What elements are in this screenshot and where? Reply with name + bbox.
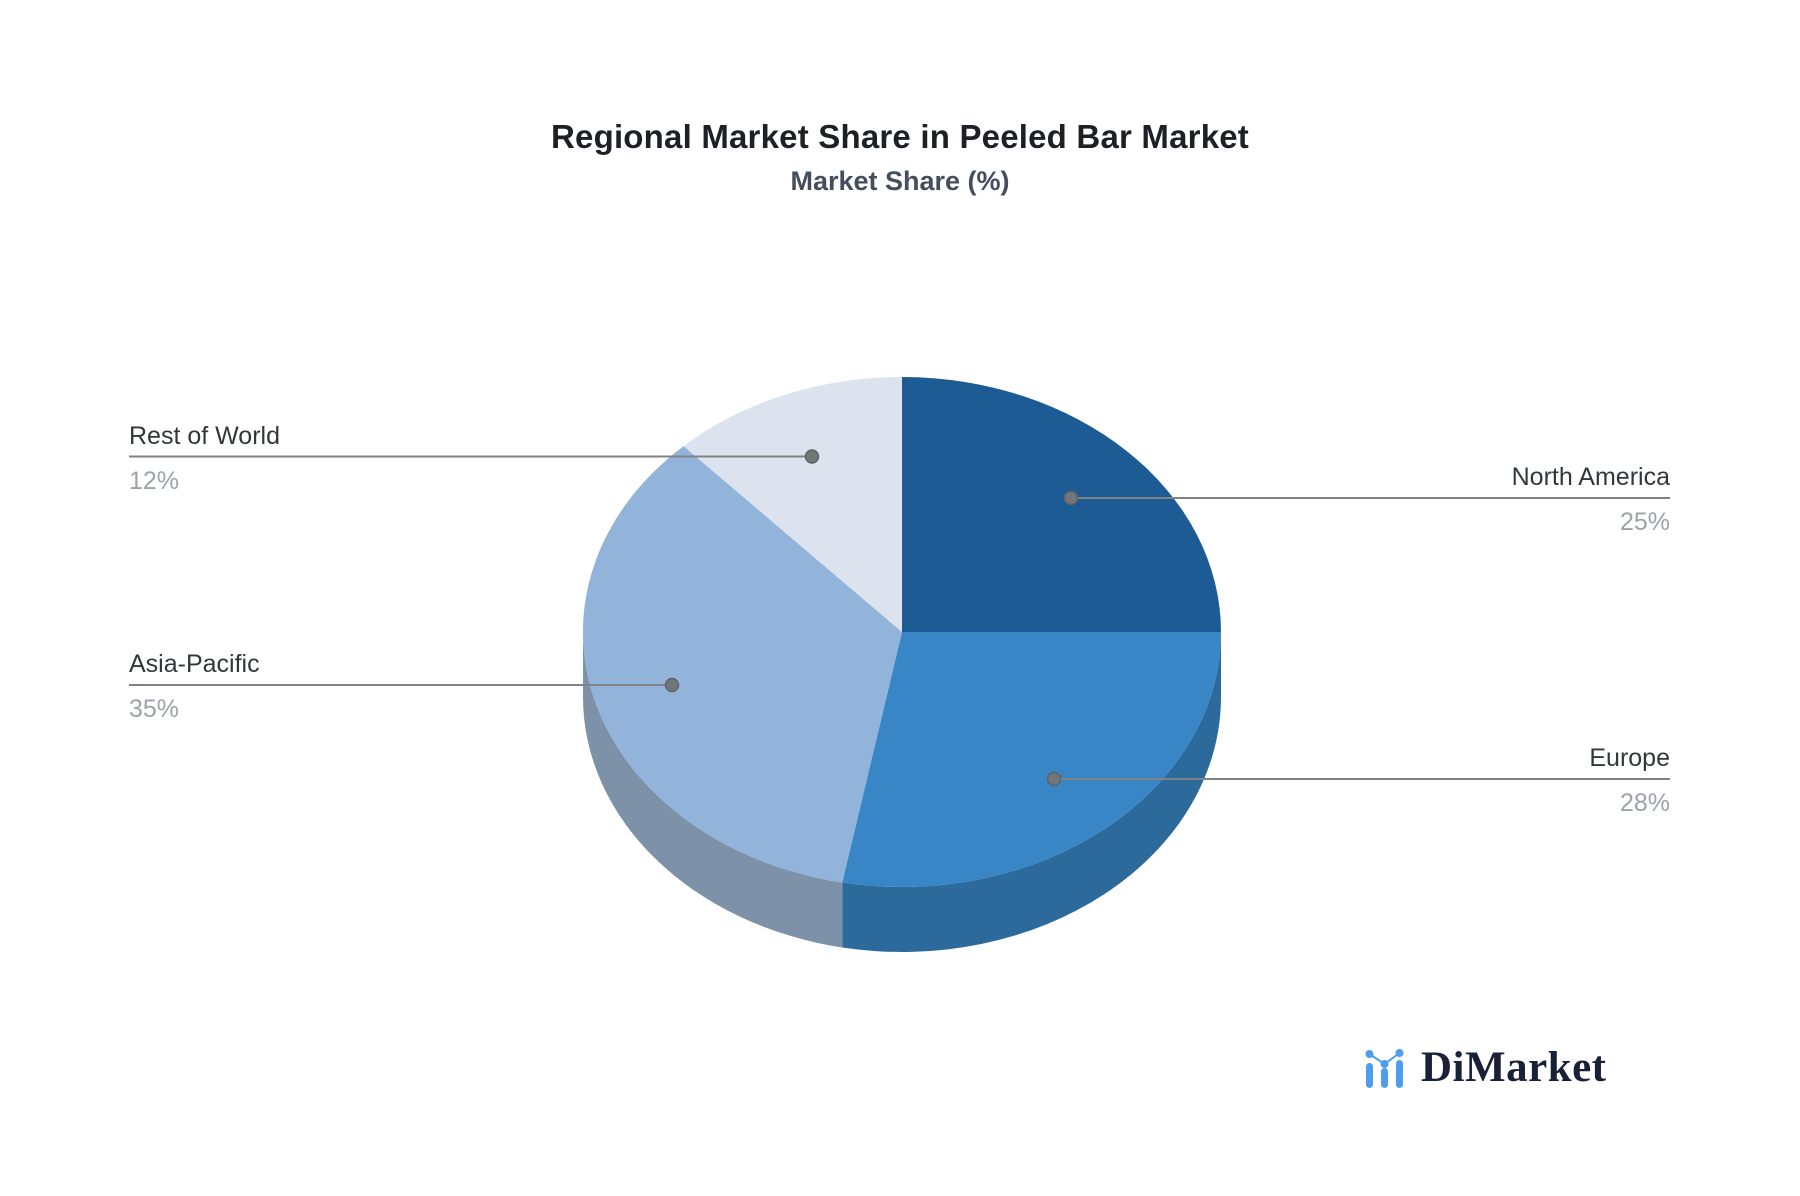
slice-label: Asia-Pacific	[129, 650, 260, 678]
bar-sparkline-logo-icon	[1365, 1049, 1404, 1088]
leader-dot-north-america	[1063, 490, 1079, 506]
slice-label: Rest of World	[129, 421, 280, 450]
slice-value: 35%	[129, 695, 180, 723]
pie-side-asia-pacific	[583, 632, 843, 948]
pie-slice-north-america	[902, 377, 1221, 632]
slice-label: Europe	[1589, 744, 1670, 772]
leader-dot-europe	[1046, 771, 1062, 787]
leader-dot-rest-of-world	[804, 449, 820, 464]
pie-slice-asia-pacific	[582, 446, 902, 883]
chart-title: Regional Market Share in Peeled Bar Mark…	[551, 118, 1249, 155]
brand-logo: DiMarket	[1363, 1038, 1607, 1096]
leader-dot-asia-pacific	[664, 677, 680, 693]
slice-value: 28%	[1619, 789, 1670, 817]
slice-label: North America	[1511, 463, 1670, 491]
pie-side-europe	[842, 632, 1222, 953]
pie-slice-europe	[842, 632, 1221, 888]
slice-value: 12%	[129, 466, 180, 495]
chart-subtitle: Market Share (%)	[790, 166, 1010, 196]
pie-slice-rest-of-world	[683, 376, 902, 632]
slice-value: 25%	[1619, 508, 1670, 536]
brand-name: DiMarket	[1421, 1043, 1607, 1091]
